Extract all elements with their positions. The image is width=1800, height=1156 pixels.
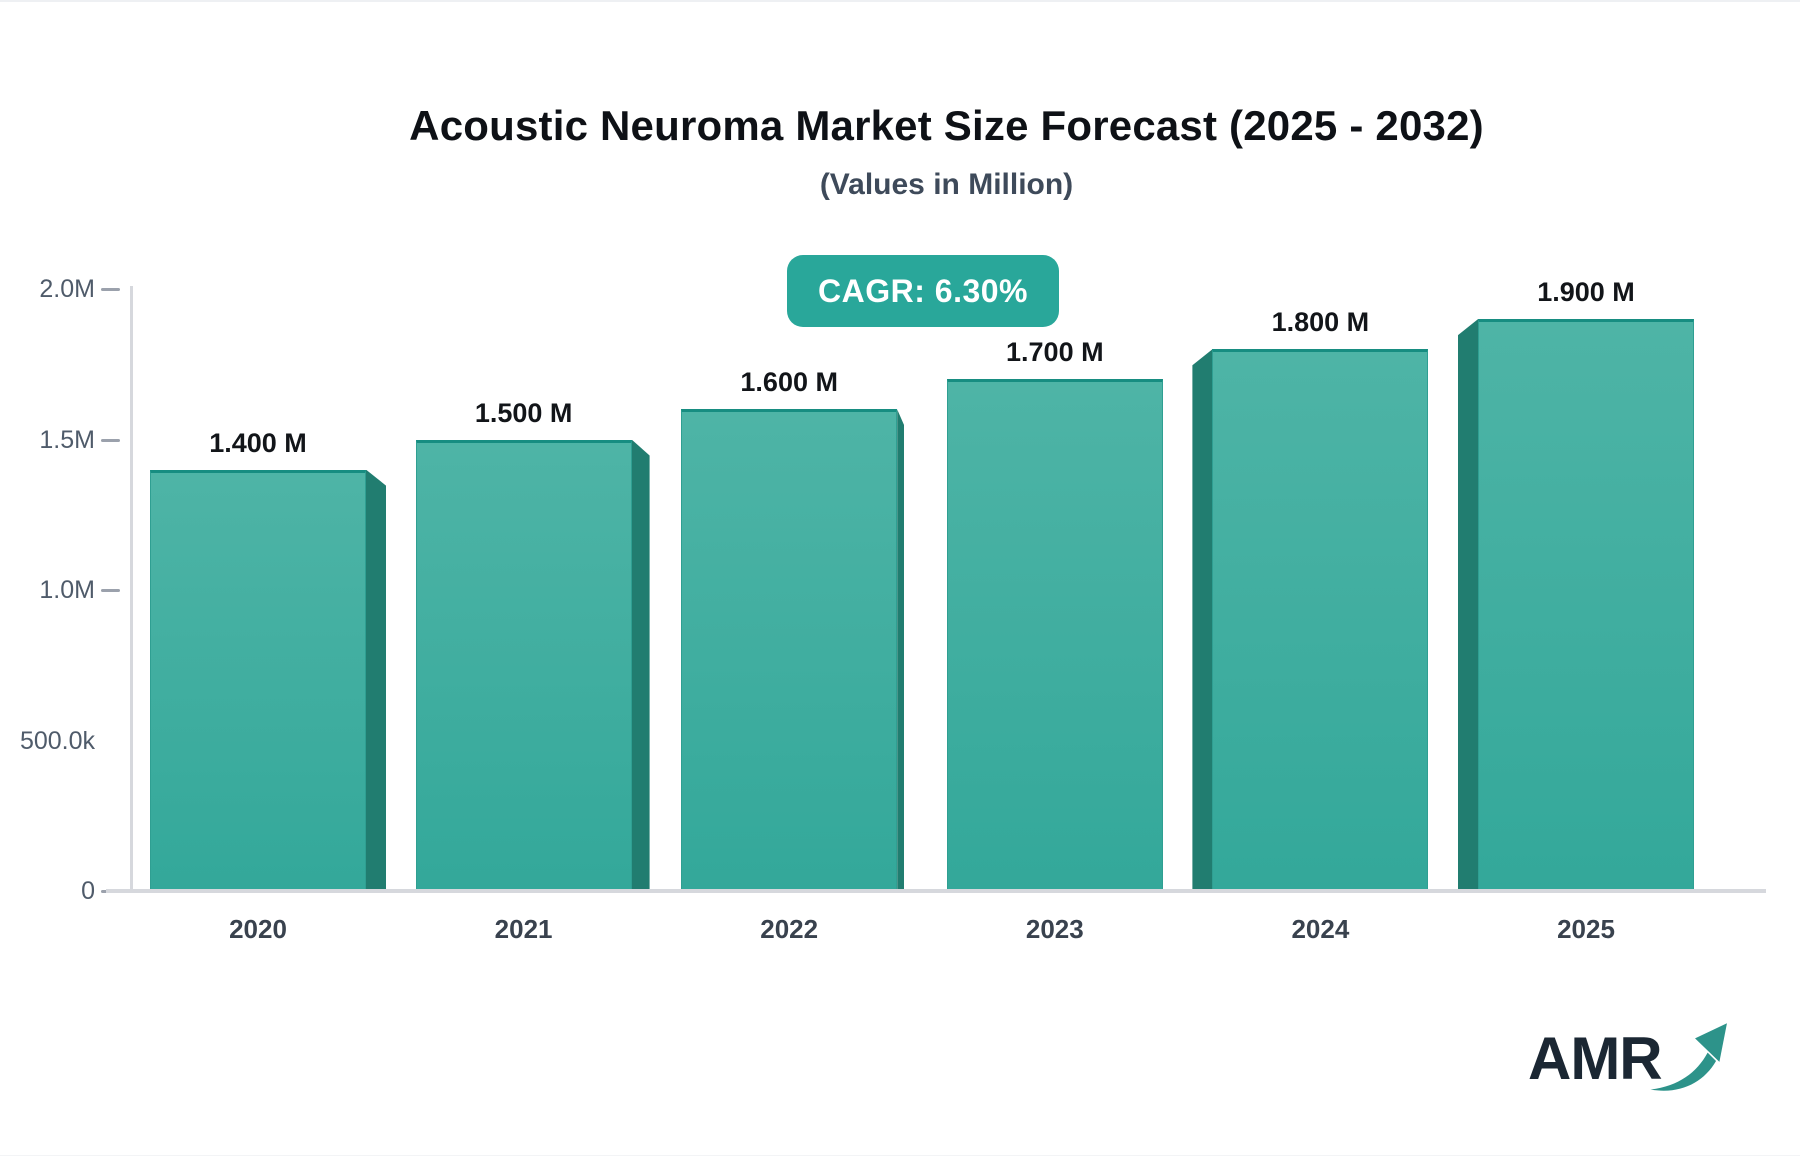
y-axis-tick-label: 0 bbox=[81, 877, 95, 905]
bar-2021 bbox=[415, 439, 632, 891]
x-axis-label: 2023 bbox=[1025, 914, 1084, 944]
bar-value-label: 1.900 M bbox=[1537, 277, 1635, 308]
bar-2025 bbox=[1478, 319, 1694, 891]
bar-side-shade bbox=[631, 439, 650, 891]
bar-2020 bbox=[150, 469, 366, 891]
x-axis-label: 2025 bbox=[1557, 914, 1615, 944]
bar-value-label: 1.700 M bbox=[1006, 337, 1104, 368]
y-axis-tick-label: 1.5M bbox=[39, 425, 95, 454]
bar-value-label: 1.800 M bbox=[1271, 307, 1370, 338]
y-axis-tick-mark bbox=[101, 288, 120, 291]
y-axis-tick-label: 2.0M bbox=[39, 275, 95, 303]
bar-side-shade bbox=[1192, 349, 1213, 891]
x-axis-label: 2022 bbox=[760, 914, 819, 944]
y-axis-tick-mark bbox=[101, 438, 120, 442]
bar-value-label: 1.500 M bbox=[474, 397, 573, 428]
bar-side-shade bbox=[366, 469, 386, 891]
bar-value-label: 1.400 M bbox=[209, 427, 307, 458]
amr-logo: AMR bbox=[1528, 1022, 1732, 1093]
y-axis-tick-mark bbox=[101, 589, 120, 592]
y-axis-tick-label: 500.0k bbox=[19, 726, 95, 755]
y-axis-line bbox=[130, 286, 133, 891]
bar-value-label: 1.600 M bbox=[740, 367, 838, 398]
x-axis-label: 2021 bbox=[494, 914, 553, 944]
amr-logo-text: AMR bbox=[1528, 1025, 1663, 1092]
bar-2022 bbox=[681, 409, 898, 891]
bar-2024 bbox=[1212, 349, 1429, 891]
x-axis-line bbox=[106, 889, 1766, 893]
chart-title: Acoustic Neuroma Market Size Forecast (2… bbox=[409, 102, 1484, 149]
bar-2023 bbox=[946, 379, 1163, 891]
x-axis-label: 2024 bbox=[1291, 914, 1350, 944]
bar-side-shade bbox=[1458, 319, 1478, 891]
cagr-badge-label: CAGR: 6.30% bbox=[818, 272, 1028, 309]
growth-arrow-icon bbox=[1650, 1022, 1727, 1091]
y-axis-tick-label: 1.0M bbox=[39, 576, 95, 604]
x-axis-label: 2020 bbox=[229, 914, 287, 944]
chart-subtitle: (Values in Million) bbox=[819, 168, 1074, 201]
cagr-badge: CAGR: 6.30% bbox=[787, 255, 1059, 327]
bar-side-shade bbox=[897, 409, 905, 891]
